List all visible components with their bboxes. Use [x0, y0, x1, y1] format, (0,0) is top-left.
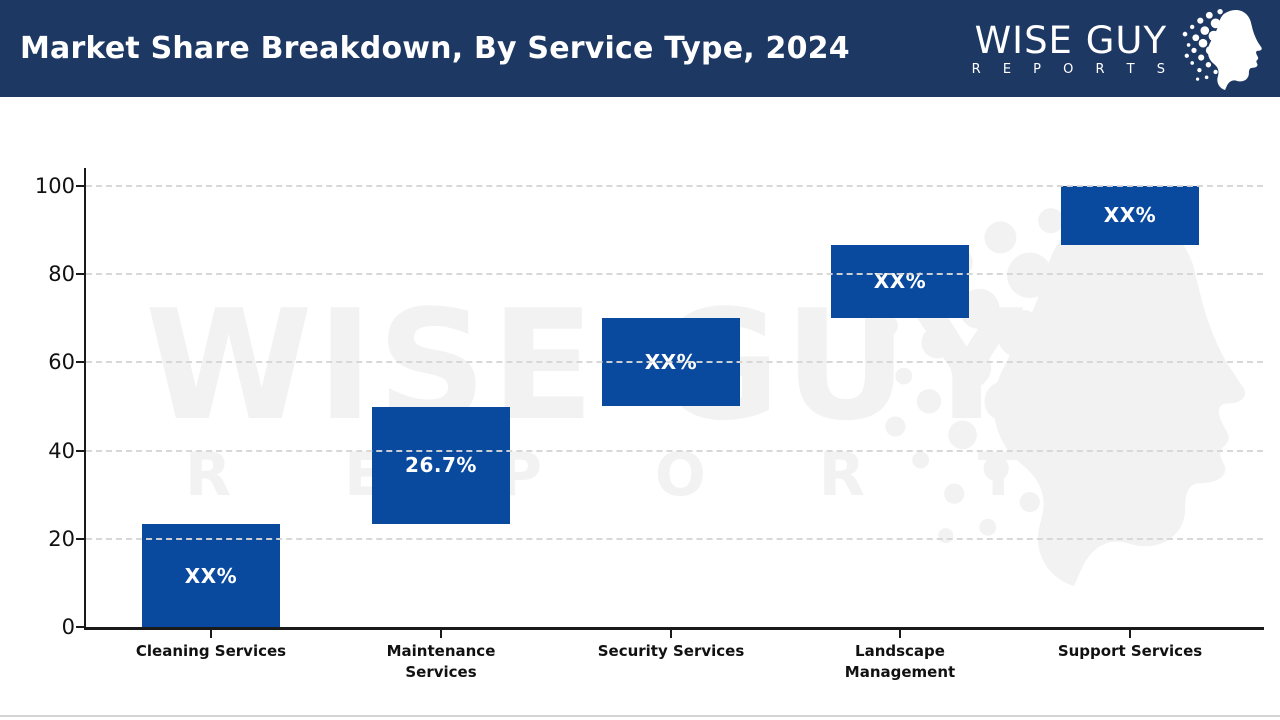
x-tick-label-maintenance-services: Maintenance Services — [386, 642, 496, 681]
gridline-40 — [86, 449, 1263, 452]
bar-support-services: XX% — [1061, 186, 1199, 245]
y-tick-80 — [76, 273, 85, 276]
x-tick-maintenance-services — [440, 630, 442, 638]
y-tick-100 — [76, 185, 85, 187]
x-tick-label-security-services: Security Services — [597, 642, 745, 660]
y-tick-label-20: 20 — [48, 526, 75, 551]
gridline-80 — [86, 273, 1263, 276]
gridline-20 — [86, 537, 1263, 540]
x-tick-label-support-services: Support Services — [1057, 642, 1203, 660]
header-band: Market Share Breakdown, By Service Type,… — [0, 0, 1280, 97]
y-tick-label-40: 40 — [48, 438, 75, 463]
x-tick-label-cleaning-services: Cleaning Services — [135, 642, 287, 660]
x-tick-label-landscape-management: Landscape Management — [844, 642, 956, 681]
y-tick-label-0: 0 — [61, 615, 75, 639]
x-tick-security-services — [670, 630, 672, 638]
bottom-border-line — [0, 715, 1280, 717]
y-tick-20 — [76, 537, 85, 540]
y-tick-label-100: 100 — [34, 174, 75, 198]
gridline-100 — [86, 185, 1263, 187]
x-tick-support-services — [1129, 630, 1131, 638]
y-tick-label-80: 80 — [48, 262, 75, 287]
y-tick-0 — [76, 626, 85, 628]
y-tick-label-60: 60 — [48, 350, 75, 375]
logo-wordmark: WISE GUY — [974, 18, 1168, 62]
bar-value-label-cleaning-services: XX% — [184, 563, 238, 588]
y-axis-spine — [84, 168, 86, 629]
logo-subtitle: R E P O R T S — [971, 61, 1174, 77]
y-tick-60 — [76, 361, 85, 364]
bar-cleaning-services: XX% — [142, 524, 280, 627]
chart-title: Market Share Breakdown, By Service Type,… — [20, 31, 850, 66]
wise-guy-reports-logo: WISE GUY R E P O R T S — [968, 6, 1266, 92]
x-axis-spine — [84, 627, 1264, 630]
bar-value-label-support-services: XX% — [1103, 203, 1157, 228]
bar-landscape-management: XX% — [831, 244, 969, 319]
plot-area: 0 20 40 60 80 100 XX% 26.7% XX% XX% XX% Cleaning Se… — [0, 97, 1280, 715]
logo-text: WISE GUY R E P O R T S — [968, 22, 1174, 76]
x-tick-landscape-management — [899, 630, 901, 638]
y-tick-40 — [76, 449, 85, 452]
dotted-head-icon — [1182, 8, 1262, 90]
x-tick-cleaning-services — [210, 630, 212, 638]
gridline-60 — [86, 361, 1263, 364]
bar-value-label-maintenance-services: 26.7% — [405, 453, 477, 478]
bar-maintenance-services: 26.7% — [372, 406, 510, 525]
